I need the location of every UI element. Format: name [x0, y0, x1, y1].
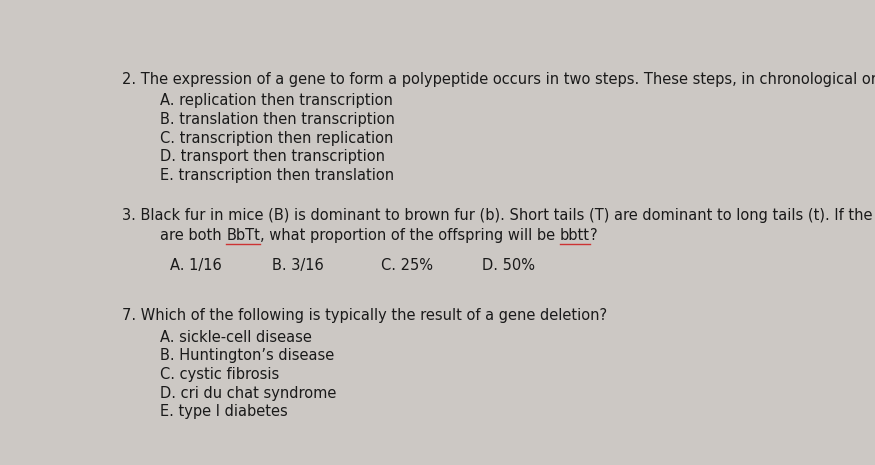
Text: D. transport then transcription: D. transport then transcription — [160, 149, 385, 164]
Text: bbtt: bbtt — [560, 228, 590, 243]
Text: 2. The expression of a gene to form a polypeptide occurs in two steps. These ste: 2. The expression of a gene to form a po… — [122, 72, 875, 87]
Text: A. sickle-cell disease: A. sickle-cell disease — [160, 330, 312, 345]
Text: A. 1/16: A. 1/16 — [171, 258, 222, 273]
Text: 7. Which of the following is typically the result of a gene deletion?: 7. Which of the following is typically t… — [122, 308, 606, 323]
Text: 3. Black fur in mice (B) is dominant to brown fur (b). Short tails (T) are domin: 3. Black fur in mice (B) is dominant to … — [122, 208, 875, 223]
Text: E. type I diabetes: E. type I diabetes — [160, 404, 288, 419]
Text: are both: are both — [160, 228, 227, 243]
Text: , what proportion of the offspring will be: , what proportion of the offspring will … — [261, 228, 560, 243]
Text: ?: ? — [590, 228, 598, 243]
Text: B. translation then transcription: B. translation then transcription — [160, 112, 396, 127]
Text: D. cri du chat syndrome: D. cri du chat syndrome — [160, 385, 337, 400]
Text: C. transcription then replication: C. transcription then replication — [160, 131, 394, 146]
Text: B. 3/16: B. 3/16 — [272, 258, 324, 273]
Text: D. 50%: D. 50% — [482, 258, 536, 273]
Text: B. Huntington’s disease: B. Huntington’s disease — [160, 348, 334, 363]
Text: C. 25%: C. 25% — [381, 258, 432, 273]
Text: BbTt: BbTt — [227, 228, 261, 243]
Text: C. cystic fibrosis: C. cystic fibrosis — [160, 367, 279, 382]
Text: E. transcription then translation: E. transcription then translation — [160, 168, 395, 183]
Text: A. replication then transcription: A. replication then transcription — [160, 93, 393, 108]
